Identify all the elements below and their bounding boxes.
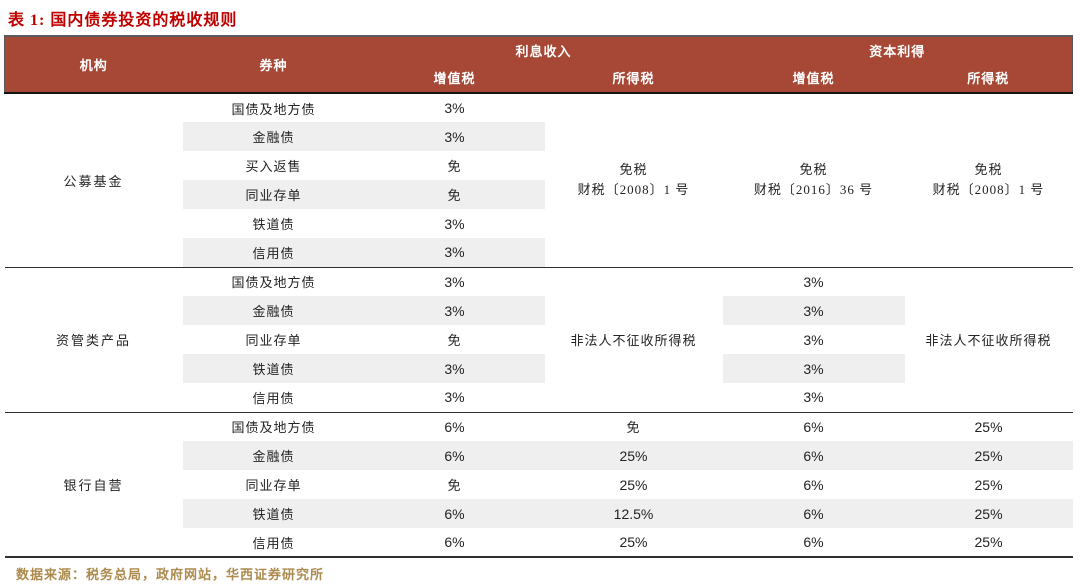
interest-vat-cell: 3% bbox=[364, 122, 545, 151]
bond-type-cell: 信用债 bbox=[182, 528, 365, 557]
capital-income-tax-cell: 25% bbox=[904, 441, 1073, 470]
interest-vat-cell: 6% bbox=[364, 499, 545, 528]
capital-vat-cell: 6% bbox=[722, 412, 905, 441]
tax-note-line: 免税 bbox=[799, 162, 828, 178]
table-row: 买入返售 免 bbox=[5, 151, 1073, 180]
interest-vat-cell: 免 bbox=[364, 151, 545, 180]
header-interest-vat: 增值税 bbox=[364, 63, 545, 93]
tax-note-line: 财税〔2008〕1 号 bbox=[932, 182, 1045, 198]
capital-vat-cell: 6% bbox=[722, 441, 905, 470]
tax-note-line: 财税〔2008〕1 号 bbox=[577, 182, 690, 198]
bond-type-cell: 同业存单 bbox=[182, 470, 365, 499]
institution-cell: 资管类产品 bbox=[4, 267, 183, 412]
table-title: 表 1: 国内债券投资的税收规则 bbox=[8, 12, 238, 29]
tax-rules-table: 机构 券种 利息收入 资本利得 增值税 所得税 增值税 所得税 公募基金 国债及… bbox=[4, 35, 1074, 558]
table-row: 银行自营 国债及地方债 6% 免 6% 25% bbox=[4, 412, 1073, 557]
bond-type-cell: 同业存单 bbox=[182, 325, 365, 354]
header-bond-type: 券种 bbox=[182, 36, 365, 93]
interest-vat-cell: 3% bbox=[364, 93, 545, 122]
table-row: 信用债 6% 25% 6% 25% bbox=[5, 528, 1073, 557]
header-institution: 机构 bbox=[4, 36, 183, 93]
interest-income-tax-cell: 25% bbox=[544, 528, 723, 557]
bond-type-cell: 国债及地方债 bbox=[182, 93, 365, 122]
tax-note-line: 免税 bbox=[619, 162, 648, 178]
tax-note-line: 免税 bbox=[974, 162, 1003, 178]
interest-vat-cell: 3% bbox=[364, 296, 545, 325]
header-capital-gains: 资本利得 bbox=[722, 36, 1074, 63]
data-source-note: 数据来源：税务总局，政府网站，华西证券研究所 bbox=[16, 567, 325, 582]
capital-income-tax-cell: 25% bbox=[904, 528, 1073, 557]
table-row: 同业存单 免 3% bbox=[5, 325, 1073, 354]
group-asset-management: 资管类产品 国债及地方债 3% 非法人不征收所得税 3% 非法人不征收所得税 金… bbox=[4, 267, 1073, 412]
bond-type-cell: 金融债 bbox=[182, 296, 365, 325]
table-row: 金融债 3% bbox=[5, 122, 1073, 151]
table-header: 机构 券种 利息收入 资本利得 增值税 所得税 增值税 所得税 bbox=[4, 36, 1074, 93]
bond-type-cell: 金融债 bbox=[182, 441, 365, 470]
institution-cell: 公募基金 bbox=[4, 93, 183, 267]
tax-note-line: 财税〔2016〕36 号 bbox=[753, 182, 874, 198]
capital-income-tax-cell: 免税 财税〔2008〕1 号 bbox=[904, 93, 1073, 267]
capital-income-tax-cell: 25% bbox=[904, 470, 1073, 499]
table-row: 信用债 3% 3% bbox=[5, 383, 1073, 412]
interest-vat-cell: 3% bbox=[364, 209, 545, 238]
table-row: 铁道债 3% 3% bbox=[5, 354, 1073, 383]
capital-vat-cell: 3% bbox=[722, 383, 905, 412]
capital-income-tax-cell: 非法人不征收所得税 bbox=[904, 267, 1073, 412]
interest-vat-cell: 免 bbox=[364, 470, 545, 499]
interest-vat-cell: 6% bbox=[364, 441, 545, 470]
interest-income-tax-cell: 25% bbox=[544, 441, 723, 470]
interest-income-tax-cell: 非法人不征收所得税 bbox=[544, 267, 723, 412]
interest-vat-cell: 3% bbox=[364, 354, 545, 383]
capital-vat-cell: 3% bbox=[722, 325, 905, 354]
bond-type-cell: 买入返售 bbox=[182, 151, 365, 180]
table-row: 信用债 3% bbox=[5, 238, 1073, 267]
bond-type-cell: 铁道债 bbox=[182, 209, 365, 238]
institution-cell: 银行自营 bbox=[4, 412, 183, 557]
table-row: 铁道债 6% 12.5% 6% 25% bbox=[5, 499, 1073, 528]
bond-type-cell: 信用债 bbox=[182, 383, 365, 412]
capital-vat-cell: 3% bbox=[722, 267, 905, 296]
table-row: 同业存单 免 bbox=[5, 180, 1073, 209]
header-capital-income-tax: 所得税 bbox=[904, 63, 1074, 93]
interest-vat-cell: 3% bbox=[364, 267, 545, 296]
bond-type-cell: 金融债 bbox=[182, 122, 365, 151]
capital-vat-cell: 3% bbox=[722, 354, 905, 383]
table-row: 金融债 3% 3% bbox=[5, 296, 1073, 325]
header-capital-vat: 增值税 bbox=[722, 63, 905, 93]
header-interest-income: 利息收入 bbox=[364, 36, 723, 63]
table-row: 金融债 6% 25% 6% 25% bbox=[5, 441, 1073, 470]
table-row: 公募基金 国债及地方债 3% 免税 财税〔2008〕1 号 免税 财税〔2016… bbox=[4, 93, 1073, 267]
header-interest-income-tax: 所得税 bbox=[544, 63, 723, 93]
capital-vat-cell: 6% bbox=[722, 470, 905, 499]
bond-type-cell: 铁道债 bbox=[182, 354, 365, 383]
capital-vat-cell: 6% bbox=[722, 528, 905, 557]
capital-vat-cell: 免税 财税〔2016〕36 号 bbox=[722, 93, 905, 267]
capital-vat-cell: 3% bbox=[722, 296, 905, 325]
interest-vat-cell: 3% bbox=[364, 383, 545, 412]
table-row: 资管类产品 国债及地方债 3% 非法人不征收所得税 3% 非法人不征收所得税 bbox=[4, 267, 1073, 412]
group-bank-proprietary: 银行自营 国债及地方债 6% 免 6% 25% 金融债 6% 25% 6% 25… bbox=[4, 412, 1073, 557]
capital-vat-cell: 6% bbox=[722, 499, 905, 528]
capital-income-tax-cell: 25% bbox=[904, 412, 1073, 441]
interest-income-tax-cell: 免 bbox=[544, 412, 723, 441]
group-public-fund: 公募基金 国债及地方债 3% 免税 财税〔2008〕1 号 免税 财税〔2016… bbox=[4, 93, 1073, 267]
capital-income-tax-cell: 25% bbox=[904, 499, 1073, 528]
table-row: 铁道债 3% bbox=[5, 209, 1073, 238]
bond-type-cell: 国债及地方债 bbox=[182, 412, 365, 441]
interest-income-tax-cell: 25% bbox=[544, 470, 723, 499]
interest-income-tax-cell: 免税 财税〔2008〕1 号 bbox=[544, 93, 723, 267]
interest-vat-cell: 免 bbox=[364, 325, 545, 354]
bond-type-cell: 信用债 bbox=[182, 238, 365, 267]
table-row: 同业存单 免 25% 6% 25% bbox=[5, 470, 1073, 499]
interest-vat-cell: 6% bbox=[364, 412, 545, 441]
interest-income-tax-cell: 12.5% bbox=[544, 499, 723, 528]
interest-vat-cell: 6% bbox=[364, 528, 545, 557]
bond-type-cell: 铁道债 bbox=[182, 499, 365, 528]
bond-type-cell: 同业存单 bbox=[182, 180, 365, 209]
interest-vat-cell: 3% bbox=[364, 238, 545, 267]
bond-type-cell: 国债及地方债 bbox=[182, 267, 365, 296]
interest-vat-cell: 免 bbox=[364, 180, 545, 209]
